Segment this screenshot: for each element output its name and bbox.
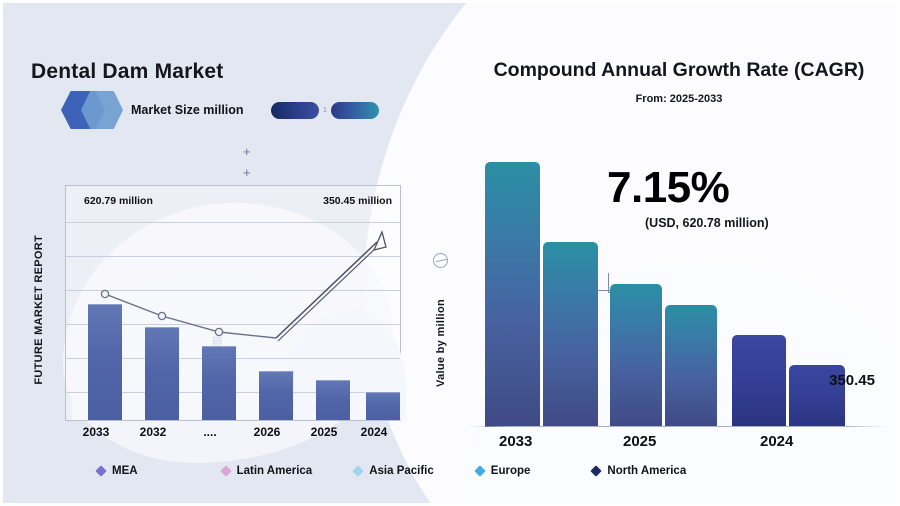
bar-2033 <box>88 304 122 420</box>
watermark-glyph-a: ▤ <box>212 335 223 347</box>
y-axis-label-right: Value by million <box>435 299 447 387</box>
page-title: Dental Dam Market <box>31 60 224 83</box>
legend-label: Latin America <box>236 465 313 477</box>
y-axis-label-left: FUTURE MARKET REPORT <box>33 235 45 385</box>
region-legend: MEA Latin America Asia Pacific Europe No… <box>3 465 897 477</box>
right-panel: Compound Annual Growth Rate (CAGR) From:… <box>455 3 897 503</box>
bar-2033-back <box>543 242 598 427</box>
gridline <box>66 324 400 325</box>
bar-2024 <box>366 392 400 420</box>
right-bar-chart-plot <box>455 3 897 427</box>
gridline <box>66 256 400 257</box>
pill-indicator-group: 1 <box>271 102 379 119</box>
value-label-low: 350.45 million <box>323 195 392 207</box>
cagr-value: 7.15% <box>607 163 730 212</box>
trend-line-overlay <box>100 230 387 342</box>
legend-item-north-america[interactable]: North America <box>590 465 687 477</box>
gridline <box>66 290 400 291</box>
legend-label: North America <box>607 465 687 477</box>
minus-circle-icon <box>433 253 448 268</box>
plus-mark-icon-top: + <box>243 144 251 159</box>
x-tick-2024: 2024 <box>360 425 388 439</box>
legend-marker-icon <box>590 465 603 477</box>
x-tick-2033: 2033 <box>499 433 533 450</box>
cagr-title: Compound Annual Growth Rate (CAGR) <box>493 59 865 81</box>
legend-item-asia-pacific[interactable]: Asia Pacific <box>352 465 434 477</box>
legend-marker-icon <box>95 465 107 477</box>
cagr-subtitle: From: 2025-2033 <box>635 93 723 105</box>
bar-dots <box>202 346 236 420</box>
gridline <box>66 222 400 223</box>
bar-2026 <box>259 371 293 420</box>
x-tick-2025: 2025 <box>310 425 338 439</box>
bar-2024-front <box>732 335 786 427</box>
data-label-2024: 350.45 <box>829 372 875 389</box>
legend-marker-icon <box>352 465 364 477</box>
legend-item-latin-america[interactable]: Latin America <box>219 465 313 477</box>
bar-2033-front <box>485 162 540 427</box>
x-tick-dots: .... <box>203 425 217 439</box>
bar-2024-back <box>789 365 845 427</box>
legend-marker-icon <box>219 465 232 477</box>
legend-item-europe[interactable]: Europe <box>474 465 531 477</box>
bar-2032 <box>145 327 179 420</box>
legend-label: MEA <box>112 465 138 477</box>
pill-indicator-secondary <box>330 102 379 119</box>
legend-label: Europe <box>490 465 531 477</box>
x-tick-2032: 2032 <box>139 425 167 439</box>
legend-item-mea[interactable]: MEA <box>95 465 138 477</box>
legend-label: Asia Pacific <box>369 465 434 477</box>
series-legend-label: Market Size million <box>131 103 244 117</box>
upward-arrow-icon <box>275 230 387 342</box>
bar-2025-front <box>610 284 662 427</box>
chart-baseline <box>467 425 887 427</box>
bar-2025-back <box>665 305 717 427</box>
hexagon-marker-icon <box>61 91 123 129</box>
bar-2025 <box>316 380 350 420</box>
pill-indicator-primary <box>271 102 319 119</box>
x-tick-2033: 2033 <box>82 425 110 439</box>
x-tick-2024: 2024 <box>760 433 794 450</box>
cagr-usd-note: (USD, 620.78 million) <box>645 216 769 230</box>
bracket-decor-line <box>595 290 617 292</box>
series-legend: Market Size million <box>61 91 244 129</box>
x-tick-2025: 2025 <box>623 433 657 450</box>
plus-mark-icon-bottom: + <box>243 165 251 180</box>
legend-marker-icon <box>474 465 486 477</box>
left-bar-chart-plot: 620.79 million 350.45 million ▤ ▤ <box>65 185 406 421</box>
value-label-high: 620.79 million <box>84 195 153 207</box>
left-panel: Dental Dam Market Market Size million 1 … <box>3 3 455 503</box>
pill-divider-label: 1 <box>323 107 327 114</box>
x-tick-2026: 2026 <box>253 425 281 439</box>
